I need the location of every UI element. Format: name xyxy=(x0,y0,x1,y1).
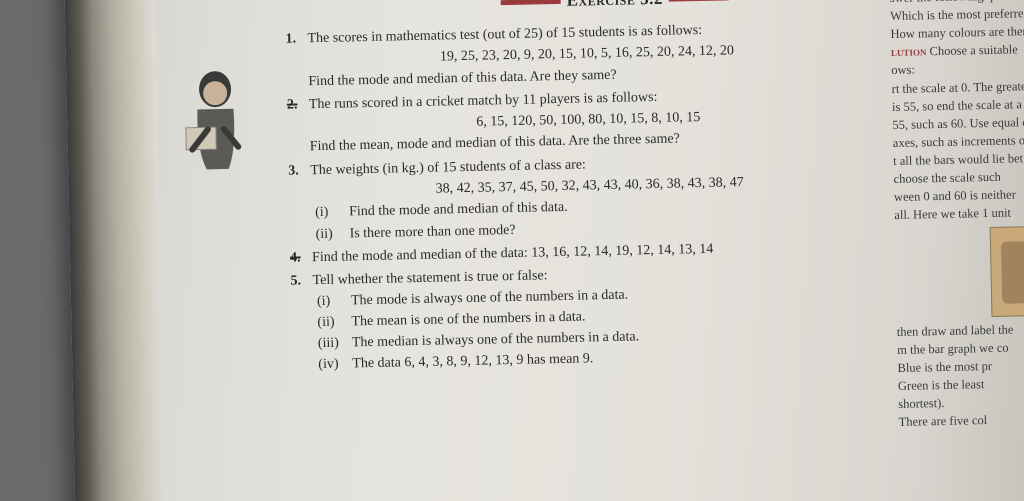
right-line: Green is the least xyxy=(898,377,985,393)
problem-list: The scores in mathematics test (out of 2… xyxy=(285,18,872,377)
right-line: rt the scale at 0. The greatest xyxy=(892,79,1024,96)
problem-text: The runs scored in a cricket match by 11… xyxy=(309,90,658,112)
right-line: Blue is the most pr xyxy=(897,359,992,375)
sub-text: The data 6, 4, 3, 8, 9, 12, 13, 9 has me… xyxy=(352,352,593,372)
right-line: ween 0 and 60 is neither xyxy=(894,188,1016,205)
exercise-label: Exercise 3.2 xyxy=(560,0,669,11)
right-line: m the bar graph we co xyxy=(897,340,1009,356)
right-line: t all the bars would lie bet xyxy=(893,151,1023,168)
right-line: How many colours are there xyxy=(890,24,1024,41)
sub-list: (i) The mode is always one of the numbers… xyxy=(317,280,873,376)
exercise-banner: Exercise 3.2 xyxy=(500,0,729,15)
right-line: 55, such as 60. Use equal d xyxy=(892,115,1024,132)
problem-tail: Find the mode and median of this data. A… xyxy=(308,67,617,88)
right-line: Choose a suitable xyxy=(929,43,1017,59)
right-line: swer the following questions with xyxy=(890,0,1024,5)
roman: (iii) xyxy=(318,334,339,355)
sub-text: The mean is one of the numbers in a data… xyxy=(351,309,585,329)
roman: (ii) xyxy=(315,224,333,245)
textbook-page: median is the minim… Exercise 3.2 Number… xyxy=(64,0,1024,501)
main-content: The scores in mathematics test (out of 2… xyxy=(185,18,872,379)
right-line: choose the scale such xyxy=(893,170,1001,186)
sub-text: Is there more than one mode? xyxy=(349,223,515,241)
right-line: Which is the most preferred c xyxy=(890,6,1024,23)
right-line: is 55, so end the scale at a xyxy=(892,97,1022,114)
sub-text: Find the mode and median of this data. xyxy=(349,200,568,220)
banner-bar-right xyxy=(669,0,729,1)
problem-text: Find the mode and median of the data: 13… xyxy=(312,242,714,265)
right-line: all. Here we take 1 unit xyxy=(894,206,1011,222)
right-line: ows: xyxy=(891,63,915,77)
solution-heading: lution xyxy=(891,45,927,60)
roman: (i) xyxy=(317,291,331,312)
problem-1: The scores in mathematics test (out of 2… xyxy=(285,18,866,93)
student-illustration xyxy=(164,58,271,180)
roman: (iv) xyxy=(318,355,339,376)
problem-3: The weights (in kg.) of 15 students of a… xyxy=(288,149,870,245)
roman: (ii) xyxy=(317,313,335,334)
sub-text: The median is always one of the numbers … xyxy=(352,330,640,351)
book-spine xyxy=(64,0,166,501)
right-illustration xyxy=(990,225,1024,317)
problem-2: The runs scored in a cricket match by 11… xyxy=(287,83,868,158)
right-column: Number of Students swer the following qu… xyxy=(889,0,1024,431)
roman: (i) xyxy=(315,203,329,224)
problem-text: The weights (in kg.) of 15 students of a… xyxy=(310,157,586,178)
right-line: There are five col xyxy=(899,413,988,429)
sub-text: The mode is always one of the numbers in… xyxy=(351,287,628,308)
right-line: shortest). xyxy=(898,396,944,411)
right-line: then draw and label the xyxy=(897,322,1014,338)
problem-5: Tell whether the statement is true or fa… xyxy=(290,260,872,377)
right-line: axes, such as increments of xyxy=(893,133,1024,150)
problem-text: Tell whether the statement is true or fa… xyxy=(312,269,547,289)
banner-bar-left xyxy=(501,0,561,5)
